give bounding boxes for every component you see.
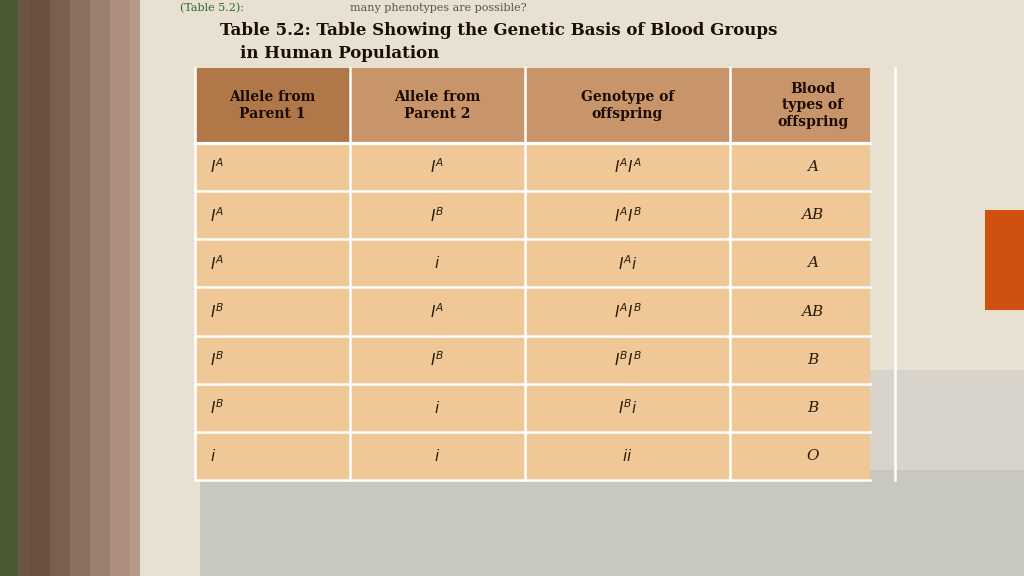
Text: $I^B$: $I^B$: [210, 399, 224, 417]
Text: $ii$: $ii$: [623, 448, 633, 464]
Bar: [70, 0, 110, 576]
Bar: [140, 0, 1024, 576]
Text: $I^AI^A$: $I^AI^A$: [613, 158, 641, 176]
Bar: [50, 0, 90, 576]
Text: $I^B$: $I^B$: [430, 350, 444, 369]
Text: B: B: [807, 353, 818, 367]
Text: Genotype of
offspring: Genotype of offspring: [581, 90, 674, 120]
Text: B: B: [807, 401, 818, 415]
Text: $I^Ai$: $I^Ai$: [617, 254, 637, 272]
Text: many phenotypes are possible?: many phenotypes are possible?: [350, 3, 526, 13]
Bar: [0, 0, 18, 576]
Text: Allele from
Parent 2: Allele from Parent 2: [394, 90, 480, 120]
Text: $I^B$: $I^B$: [430, 206, 444, 225]
Text: $I^Bi$: $I^Bi$: [617, 399, 637, 417]
Text: $I^A$: $I^A$: [210, 158, 224, 176]
Text: $I^B$: $I^B$: [210, 302, 224, 321]
Text: in Human Population: in Human Population: [240, 45, 439, 62]
Text: AB: AB: [802, 305, 823, 319]
Bar: [195, 68, 870, 480]
Bar: [195, 68, 350, 143]
Text: A: A: [807, 160, 818, 174]
Text: $I^A$: $I^A$: [210, 254, 224, 272]
Bar: [0, 0, 55, 576]
Text: $I^BI^B$: $I^BI^B$: [613, 350, 641, 369]
Text: $I^B$: $I^B$: [210, 350, 224, 369]
Text: (Table 5.2):: (Table 5.2):: [180, 3, 244, 13]
Bar: [985, 210, 1024, 310]
Bar: [200, 370, 1024, 576]
Text: O: O: [806, 449, 819, 463]
Text: Blood
types of
offspring: Blood types of offspring: [777, 82, 848, 128]
Text: $i$: $i$: [434, 255, 440, 271]
Text: $I^A$: $I^A$: [430, 302, 444, 321]
Text: Allele from
Parent 1: Allele from Parent 1: [229, 90, 315, 120]
Text: Table 5.2: Table Showing the Genetic Basis of Blood Groups: Table 5.2: Table Showing the Genetic Bas…: [220, 22, 777, 39]
Bar: [30, 0, 70, 576]
Text: $I^AI^B$: $I^AI^B$: [613, 302, 641, 321]
Text: $I^A$: $I^A$: [430, 158, 444, 176]
Bar: [200, 470, 1024, 576]
Bar: [350, 68, 870, 143]
Text: $i$: $i$: [434, 448, 440, 464]
Text: $I^AI^B$: $I^AI^B$: [613, 206, 641, 225]
Text: AB: AB: [802, 208, 823, 222]
Text: $i$: $i$: [210, 448, 216, 464]
Text: A: A: [807, 256, 818, 270]
Bar: [90, 0, 130, 576]
Text: $I^A$: $I^A$: [210, 206, 224, 225]
Text: $i$: $i$: [434, 400, 440, 416]
Bar: [110, 0, 140, 576]
